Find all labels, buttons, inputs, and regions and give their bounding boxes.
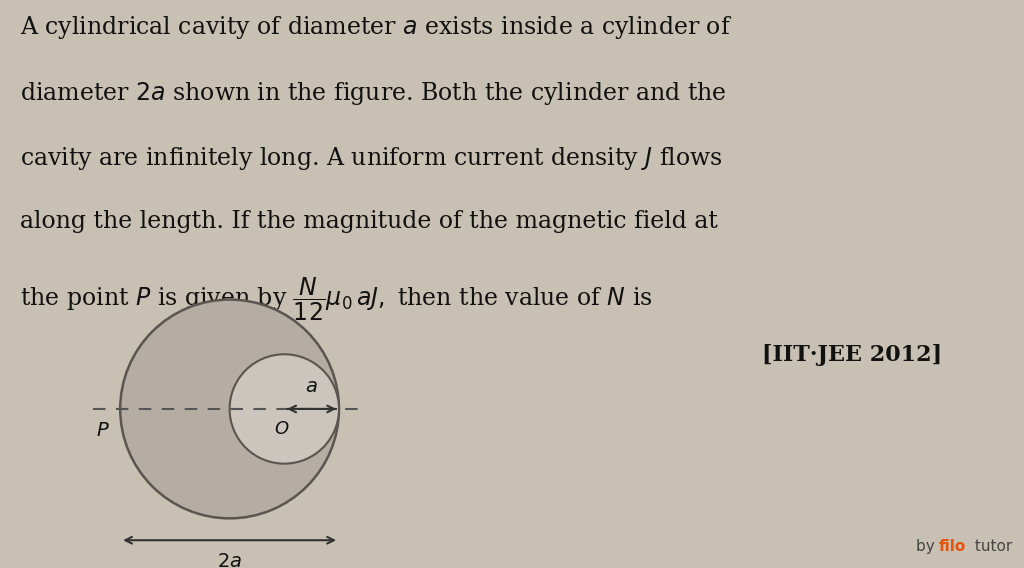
Text: the point $P$ is given by $\dfrac{N}{12}\mu_0\, aJ,$ then the value of $N$ is: the point $P$ is given by $\dfrac{N}{12}… [20, 275, 653, 323]
Text: $a$: $a$ [305, 378, 318, 396]
Text: $O$: $O$ [274, 420, 290, 438]
Text: $2a$: $2a$ [217, 553, 242, 568]
Text: diameter $2a$ shown in the figure. Both the cylinder and the: diameter $2a$ shown in the figure. Both … [20, 80, 727, 107]
Circle shape [229, 354, 339, 463]
Text: along the length. If the magnitude of the magnetic field at: along the length. If the magnitude of th… [20, 210, 719, 233]
Circle shape [120, 299, 339, 519]
Text: tutor: tutor [970, 539, 1012, 554]
Text: by: by [916, 539, 940, 554]
Text: [IIT·JEE 2012]: [IIT·JEE 2012] [762, 344, 942, 366]
Text: A cylindrical cavity of diameter $a$ exists inside a cylinder of: A cylindrical cavity of diameter $a$ exi… [20, 14, 733, 41]
Text: filo: filo [939, 539, 967, 554]
Text: cavity are infinitely long. A uniform current density $J$ flows: cavity are infinitely long. A uniform cu… [20, 145, 723, 172]
Text: $P$: $P$ [96, 422, 110, 440]
